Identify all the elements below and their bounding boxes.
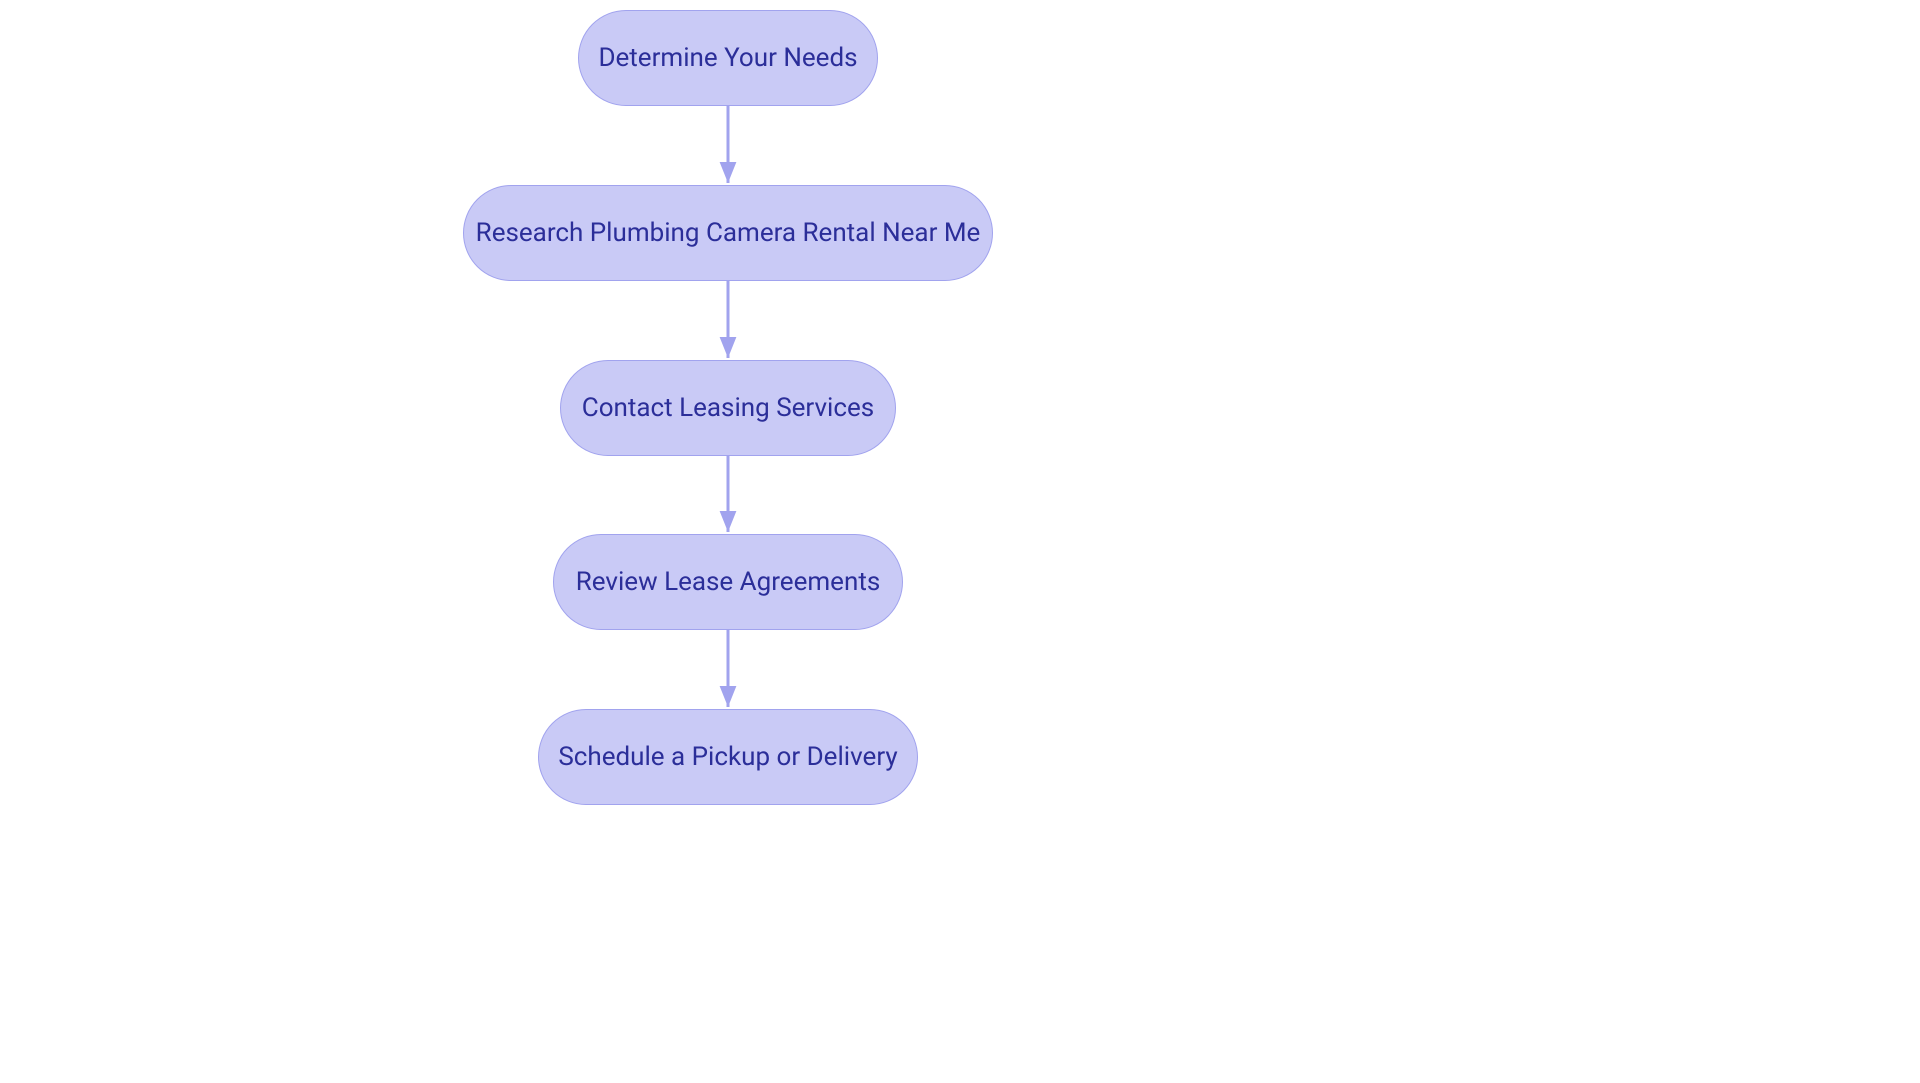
flowchart-canvas: Determine Your Needs Research Plumbing Ca… xyxy=(0,0,1920,1083)
flowchart-node-label: Research Plumbing Camera Rental Near Me xyxy=(476,218,981,248)
flowchart-node: Contact Leasing Services xyxy=(560,360,896,456)
flowchart-node: Review Lease Agreements xyxy=(553,534,903,630)
flowchart-node-label: Review Lease Agreements xyxy=(576,567,881,597)
flowchart-node: Research Plumbing Camera Rental Near Me xyxy=(463,185,993,281)
flowchart-edges xyxy=(0,0,1920,1083)
flowchart-node: Schedule a Pickup or Delivery xyxy=(538,709,918,805)
flowchart-node-label: Schedule a Pickup or Delivery xyxy=(558,742,897,772)
flowchart-node: Determine Your Needs xyxy=(578,10,878,106)
flowchart-node-label: Determine Your Needs xyxy=(598,43,857,73)
flowchart-node-label: Contact Leasing Services xyxy=(582,393,874,423)
